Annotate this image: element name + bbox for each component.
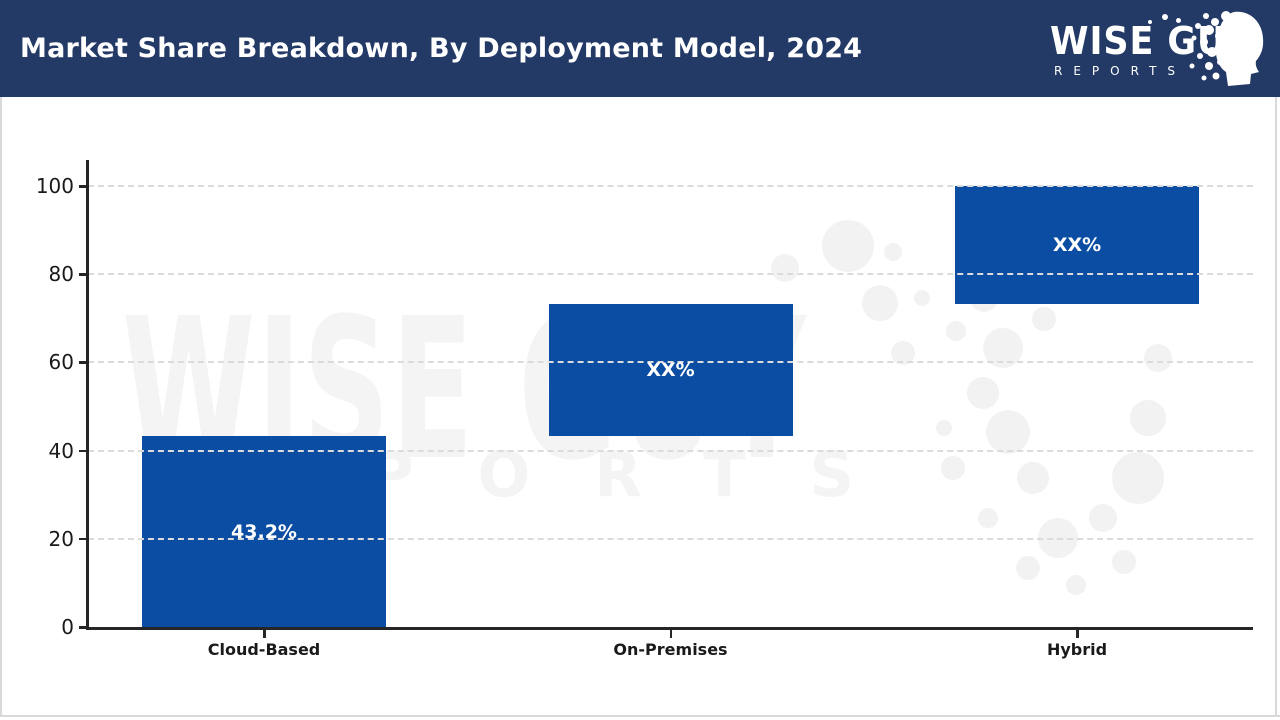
logo-accent-dot xyxy=(1176,18,1181,23)
x-category-label-cloud-based: Cloud-Based xyxy=(207,640,321,659)
y-tick-label-40: 40 xyxy=(48,438,74,463)
y-tick-0 xyxy=(79,626,88,629)
x-category-label-on-premises: On-Premises xyxy=(613,640,728,659)
gridline-20 xyxy=(88,537,1253,540)
bar-on-premises xyxy=(548,304,793,437)
y-tick-label-0: 0 xyxy=(61,615,74,639)
gridline-80 xyxy=(88,273,1253,276)
bar-value-label-cloud-based: 43.2% xyxy=(231,520,297,543)
face-profile-icon xyxy=(1189,11,1264,87)
gridline-60 xyxy=(88,361,1253,364)
y-tick-60 xyxy=(79,361,88,364)
x-axis-spine xyxy=(86,627,1253,630)
bar-cloud-based xyxy=(142,436,386,627)
card-bottom-edge xyxy=(0,715,1280,717)
x-tick-on-premises xyxy=(669,629,672,638)
logo-subtitle: REPORTS xyxy=(1054,64,1187,78)
y-tick-label-60: 60 xyxy=(48,350,74,375)
logo-accent-dot xyxy=(1162,14,1168,20)
wise-guy-logo: WISE GUY REPORTS xyxy=(1020,6,1270,92)
y-tick-80 xyxy=(79,273,88,276)
card-left-edge xyxy=(0,97,2,717)
header: Market Share Breakdown, By Deployment Mo… xyxy=(0,0,1280,97)
card-right-edge xyxy=(1275,97,1277,717)
bar-value-label-on-premises: XX% xyxy=(646,359,695,382)
logo-accent-dot xyxy=(1148,20,1152,24)
bar-value-label-hybrid: XX% xyxy=(1052,234,1102,257)
y-tick-label-100: 100 xyxy=(35,174,74,198)
x-tick-cloud-based xyxy=(263,629,266,638)
x-category-label-hybrid: Hybrid xyxy=(1046,640,1108,659)
gridline-100 xyxy=(88,185,1253,187)
y-axis-spine xyxy=(86,160,89,629)
y-tick-100 xyxy=(79,185,88,188)
page-title: Market Share Breakdown, By Deployment Mo… xyxy=(20,33,863,64)
y-tick-label-80: 80 xyxy=(48,262,74,287)
y-tick-40 xyxy=(79,449,88,453)
gridline-40 xyxy=(88,449,1253,452)
y-tick-label-20: 20 xyxy=(48,526,74,551)
x-tick-hybrid xyxy=(1076,629,1079,638)
y-tick-20 xyxy=(79,537,88,541)
